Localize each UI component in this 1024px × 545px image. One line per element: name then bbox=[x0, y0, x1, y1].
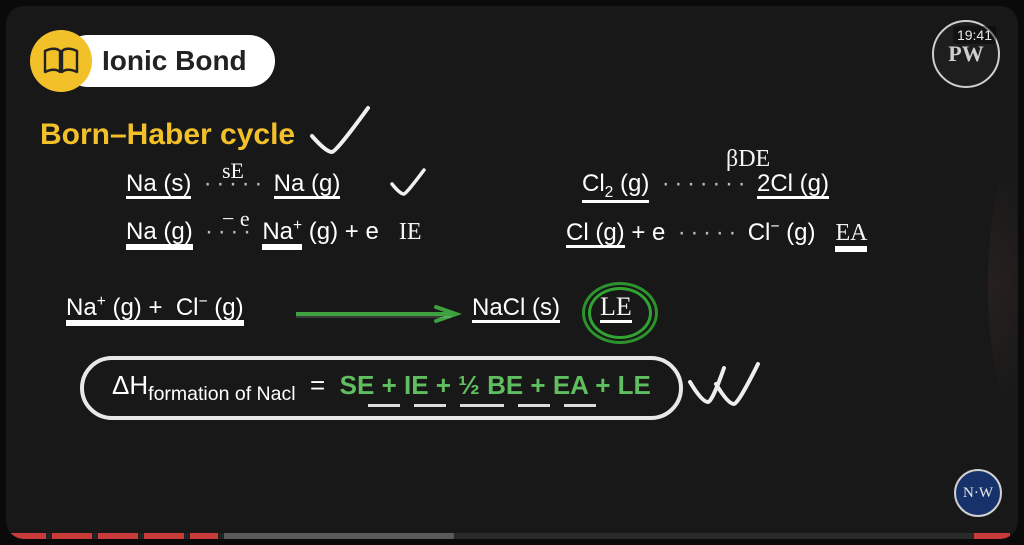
reaction-3: Cl2 (g) · · · · · · · 2Cl (g) bbox=[582, 170, 829, 203]
reaction-4-tag: EA bbox=[835, 221, 867, 249]
progress-segment bbox=[190, 533, 218, 539]
reaction-5-right-wrap: NaCl (s) bbox=[472, 294, 560, 323]
progress-segment bbox=[6, 533, 46, 539]
presenter-edge-shadow bbox=[988, 156, 1018, 416]
reaction-2-right: Na+ (g) + e bbox=[262, 218, 379, 245]
reaction-5: Na+ (g) + Cl− (g) bbox=[66, 294, 244, 323]
double-check-icon bbox=[686, 358, 766, 412]
reaction-5-tag-text: LE bbox=[600, 294, 632, 323]
open-book-icon bbox=[30, 30, 92, 92]
progress-segment bbox=[974, 533, 1010, 539]
section-subtitle: Born–Haber cycle bbox=[40, 118, 295, 152]
equals-sign: = bbox=[310, 370, 325, 400]
reaction-2-tag: IE bbox=[399, 219, 422, 245]
channel-monogram-bottom: N·W bbox=[954, 469, 1002, 517]
dotted-arrow-icon: · · · · · bbox=[672, 219, 741, 246]
reaction-1-left: Na (s) bbox=[126, 172, 191, 199]
checkmark-subtitle-icon bbox=[306, 102, 376, 158]
delta-h: ΔH bbox=[112, 370, 148, 400]
reaction-2: Na (g) · · · · Na+ (g) + e IE bbox=[126, 218, 422, 247]
progress-segment bbox=[98, 533, 138, 539]
reaction-3-left: Cl2 (g) bbox=[582, 172, 649, 203]
monogram-text: PW bbox=[948, 41, 983, 67]
delta-h-sub: formation of Nacl bbox=[148, 383, 295, 405]
reaction-1-label: sE bbox=[222, 158, 244, 184]
progress-segment bbox=[454, 533, 974, 539]
topic-pill: Ionic Bond bbox=[30, 30, 275, 92]
reaction-5-tag: LE bbox=[600, 292, 632, 323]
progress-segment bbox=[52, 533, 92, 539]
checkmark-r1-icon bbox=[388, 164, 428, 200]
reaction-3-right: 2Cl (g) bbox=[757, 172, 829, 199]
blackboard: Ionic Bond PW 19:41 Born–Haber cycle Na … bbox=[6, 6, 1018, 539]
reaction-1-right: Na (g) bbox=[274, 172, 341, 199]
reaction-5-right: NaCl (s) bbox=[472, 296, 560, 323]
formula-underline-dashes bbox=[368, 404, 596, 407]
reaction-2-left: Na (g) bbox=[126, 219, 193, 247]
formula-box: ΔHformation of Nacl = SE + IE + ½ BE + E… bbox=[80, 356, 683, 420]
topic-title: Ionic Bond bbox=[62, 35, 275, 87]
progress-segment bbox=[224, 533, 454, 539]
progress-segment bbox=[144, 533, 184, 539]
reaction-4-right: Cl− (g) bbox=[748, 219, 816, 246]
dotted-arrow-icon: · · · · · · · bbox=[656, 170, 750, 197]
formula-lhs: ΔHformation of Nacl = SE + IE + ½ BE + E… bbox=[112, 370, 651, 400]
reaction-3-label: βDE bbox=[726, 146, 770, 173]
reaction-4-left: Cl (g) + e bbox=[566, 219, 665, 246]
reaction-2-label: − e bbox=[222, 206, 250, 232]
video-progress-bar[interactable] bbox=[6, 533, 1018, 539]
reaction-5-left: Na+ (g) + Cl− (g) bbox=[66, 294, 244, 323]
video-timestamp: 19:41 bbox=[953, 26, 996, 44]
formula-rhs: SE + IE + ½ BE + EA + LE bbox=[340, 370, 651, 400]
nw-monogram-text: N·W bbox=[963, 485, 993, 502]
reaction-4: Cl (g) + e · · · · · Cl− (g) EA bbox=[566, 218, 867, 249]
